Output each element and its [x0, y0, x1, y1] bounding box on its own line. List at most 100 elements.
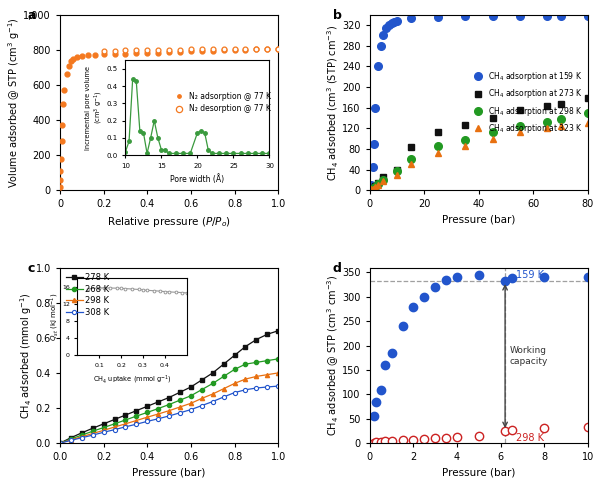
Text: b: b [333, 9, 341, 22]
278 K [111, 416, 118, 422]
Line: CH$_4$ adsorption at 323 K: CH$_4$ adsorption at 323 K [367, 120, 592, 193]
CH$_4$ adsorption at 298 K [367, 187, 374, 193]
308 K [67, 437, 74, 443]
298 K [242, 376, 249, 382]
CH$_4$ adsorption at 273 K [434, 130, 442, 135]
298 K [263, 372, 271, 377]
Y-axis label: CH$_4$ adsorbed @ STP (cm$^3$ cm$^{-3}$): CH$_4$ adsorbed @ STP (cm$^3$ cm$^{-3}$) [325, 275, 341, 436]
CH$_4$ adsorption at 159 K [489, 13, 496, 19]
Text: 298 K: 298 K [516, 433, 544, 443]
278 K [78, 430, 85, 436]
CH$_4$ adsorption at 298 K [371, 184, 379, 189]
CH$_4$ adsorption at 273 K [461, 122, 469, 128]
278 K [67, 435, 74, 441]
CH$_4$ adsorption at 273 K [368, 187, 375, 192]
308 K [231, 390, 238, 395]
308 K [198, 403, 205, 409]
CH$_4$ adsorption at 159 K [557, 13, 565, 19]
Line: 308 K: 308 K [58, 384, 280, 445]
CH$_4$ adsorption at 298 K [407, 156, 415, 162]
CH$_4$ adsorption at 159 K [369, 164, 376, 170]
Legend: 278 K, 268 K, 298 K, 308 K: 278 K, 268 K, 298 K, 308 K [62, 270, 112, 320]
Line: CH$_4$ adsorption at 298 K: CH$_4$ adsorption at 298 K [367, 109, 592, 193]
CH$_4$ adsorption at 159 K [516, 13, 523, 19]
CH$_4$ adsorption at 273 K [369, 185, 376, 191]
CH$_4$ adsorption at 323 K [584, 120, 592, 126]
268 K [155, 406, 162, 412]
CH$_4$ adsorption at 159 K [388, 20, 395, 26]
268 K [220, 374, 227, 379]
CH$_4$ adsorption at 273 K [371, 183, 379, 188]
268 K [187, 393, 194, 399]
CH$_4$ adsorption at 298 K [380, 177, 387, 183]
278 K [220, 361, 227, 367]
298 K [56, 440, 64, 446]
268 K [89, 428, 97, 434]
298 K [209, 391, 217, 397]
CH$_4$ adsorption at 298 K [544, 119, 551, 125]
CH$_4$ adsorption at 323 K [380, 178, 387, 184]
308 K [275, 383, 282, 389]
268 K [275, 356, 282, 362]
308 K [209, 399, 217, 405]
278 K [56, 440, 64, 446]
308 K [89, 432, 97, 438]
CH$_4$ adsorption at 298 K [374, 181, 382, 187]
Line: CH$_4$ adsorption at 159 K: CH$_4$ adsorption at 159 K [367, 12, 592, 193]
278 K [100, 421, 107, 427]
298 K [166, 408, 173, 413]
CH$_4$ adsorption at 159 K [380, 32, 387, 38]
268 K [133, 413, 140, 419]
308 K [100, 430, 107, 435]
CH$_4$ adsorption at 273 K [394, 167, 401, 172]
298 K [176, 404, 184, 410]
298 K [231, 380, 238, 386]
Y-axis label: CH$_4$ adsorbed (cm$^3$ (STP) cm$^{-3}$): CH$_4$ adsorbed (cm$^3$ (STP) cm$^{-3}$) [326, 24, 341, 181]
298 K [133, 417, 140, 423]
CH$_4$ adsorption at 323 K [544, 125, 551, 131]
Text: 159 K: 159 K [516, 270, 544, 280]
268 K [122, 417, 129, 423]
308 K [242, 387, 249, 393]
298 K [78, 434, 85, 440]
CH$_4$ adsorption at 323 K [407, 162, 415, 168]
298 K [187, 400, 194, 406]
CH$_4$ adsorption at 323 K [434, 150, 442, 155]
Text: d: d [333, 262, 341, 275]
308 K [166, 413, 173, 419]
278 K [253, 337, 260, 342]
CH$_4$ adsorption at 159 K [371, 105, 379, 111]
268 K [242, 361, 249, 367]
268 K [209, 380, 217, 386]
Line: 268 K: 268 K [58, 357, 280, 445]
308 K [155, 416, 162, 422]
CH$_4$ adsorption at 159 K [377, 43, 385, 49]
CH$_4$ adsorption at 159 K [374, 63, 382, 69]
298 K [198, 395, 205, 401]
278 K [89, 425, 97, 431]
298 K [100, 428, 107, 433]
CH$_4$ adsorption at 323 K [516, 129, 523, 135]
X-axis label: Pressure (bar): Pressure (bar) [133, 468, 206, 478]
CH$_4$ adsorption at 159 K [544, 13, 551, 19]
X-axis label: Pressure (bar): Pressure (bar) [442, 468, 515, 478]
Line: 298 K: 298 K [58, 371, 280, 445]
308 K [220, 394, 227, 400]
Line: CH$_4$ adsorption at 273 K: CH$_4$ adsorption at 273 K [367, 95, 591, 193]
Text: c: c [27, 262, 35, 275]
308 K [253, 385, 260, 391]
268 K [263, 357, 271, 363]
298 K [89, 431, 97, 436]
CH$_4$ adsorption at 298 K [434, 143, 442, 149]
268 K [176, 397, 184, 403]
Y-axis label: CH$_4$ adsorbed (mmol g$^{-1}$): CH$_4$ adsorbed (mmol g$^{-1}$) [19, 292, 34, 419]
CH$_4$ adsorption at 298 K [557, 116, 565, 122]
CH$_4$ adsorption at 298 K [369, 186, 376, 191]
CH$_4$ adsorption at 298 K [516, 123, 523, 129]
CH$_4$ adsorption at 323 K [394, 172, 401, 178]
308 K [122, 424, 129, 430]
X-axis label: Pressure (bar): Pressure (bar) [442, 215, 515, 225]
298 K [122, 421, 129, 427]
CH$_4$ adsorption at 159 K [368, 182, 375, 188]
CH$_4$ adsorption at 159 K [584, 13, 592, 19]
